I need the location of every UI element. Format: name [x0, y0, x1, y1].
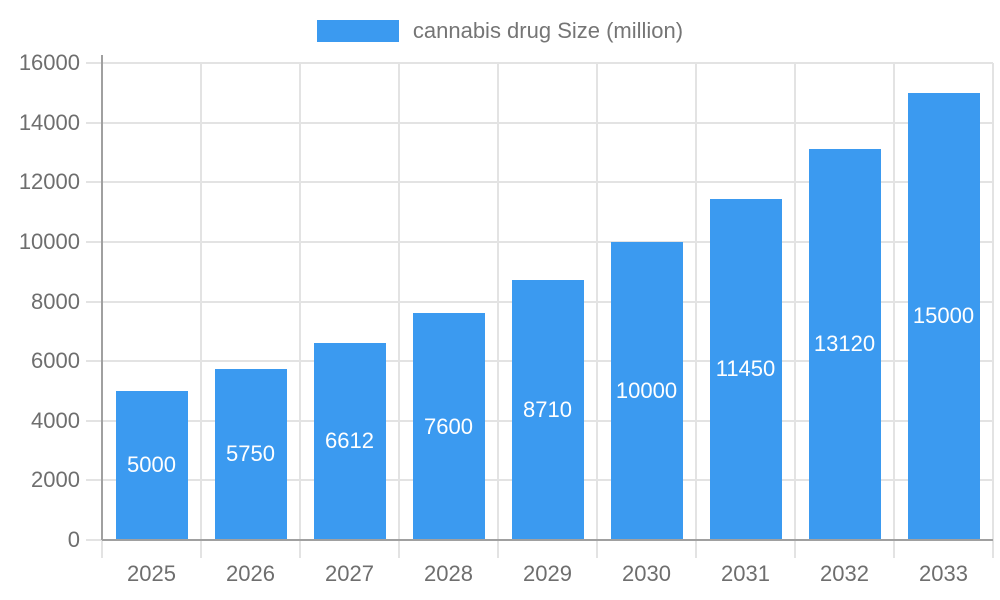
gridline-v	[299, 63, 301, 558]
x-axis-label: 2032	[820, 561, 869, 586]
bar-value-label: 11450	[715, 356, 776, 382]
bar[interactable]: 8710	[511, 280, 584, 540]
gridline-v	[893, 63, 895, 558]
y-axis-label: 0	[67, 527, 80, 552]
bar[interactable]: 6612	[313, 342, 386, 540]
x-axis-label: 2026	[226, 561, 275, 586]
legend-label: cannabis drug Size (million)	[412, 18, 684, 43]
gridline-h	[86, 62, 993, 64]
legend[interactable]: cannabis drug Size (million)	[0, 14, 1000, 48]
y-axis-label: 10000	[18, 228, 80, 254]
bar-value-label: 8710	[523, 397, 572, 423]
x-axis-label: 2029	[523, 561, 572, 586]
bar[interactable]: 5750	[214, 368, 287, 540]
gridline-h	[86, 121, 993, 124]
bar[interactable]: 5000	[115, 390, 188, 540]
y-axis-label: 2000	[31, 467, 80, 493]
x-axis-label: 2028	[424, 561, 473, 586]
x-axis-label: 2027	[325, 561, 374, 586]
bar-value-label: 15000	[912, 303, 975, 329]
bar-value-label: 6612	[325, 428, 374, 454]
bar[interactable]: 13120	[808, 148, 881, 540]
legend-swatch-icon	[316, 20, 399, 42]
gridline-v	[695, 63, 697, 558]
gridline-v	[497, 63, 499, 558]
bar-value-label: 5000	[127, 452, 176, 478]
x-axis-line	[102, 539, 993, 541]
y-axis-label: 4000	[31, 407, 80, 433]
y-axis-label: 12000	[18, 169, 80, 195]
bar[interactable]: 7600	[412, 313, 485, 540]
bar-value-label: 7600	[424, 413, 473, 439]
gridline-v	[200, 63, 202, 558]
bar-value-label: 5750	[226, 441, 275, 467]
y-axis-line	[101, 55, 103, 540]
y-axis-label: 8000	[31, 288, 80, 314]
gridline-v	[596, 63, 598, 558]
bar[interactable]: 15000	[907, 92, 980, 540]
bar-value-label: 13120	[813, 331, 876, 357]
gridline-h	[86, 181, 993, 184]
gridline-v	[398, 63, 400, 558]
x-axis-label: 2025	[127, 561, 176, 586]
gridline-v	[794, 63, 796, 558]
y-axis-label: 6000	[31, 348, 80, 374]
x-axis-label: 2033	[919, 561, 968, 586]
gridline-h	[86, 240, 993, 243]
bar-value-label: 10000	[615, 377, 678, 403]
bar[interactable]: 10000	[610, 241, 683, 540]
x-axis-label: 2030	[622, 561, 671, 586]
y-axis-label: 16000	[18, 50, 80, 75]
gridline-v	[992, 63, 994, 558]
x-axis-label: 2031	[721, 561, 770, 586]
bar[interactable]: 11450	[709, 198, 782, 540]
y-axis-label: 14000	[18, 109, 80, 135]
